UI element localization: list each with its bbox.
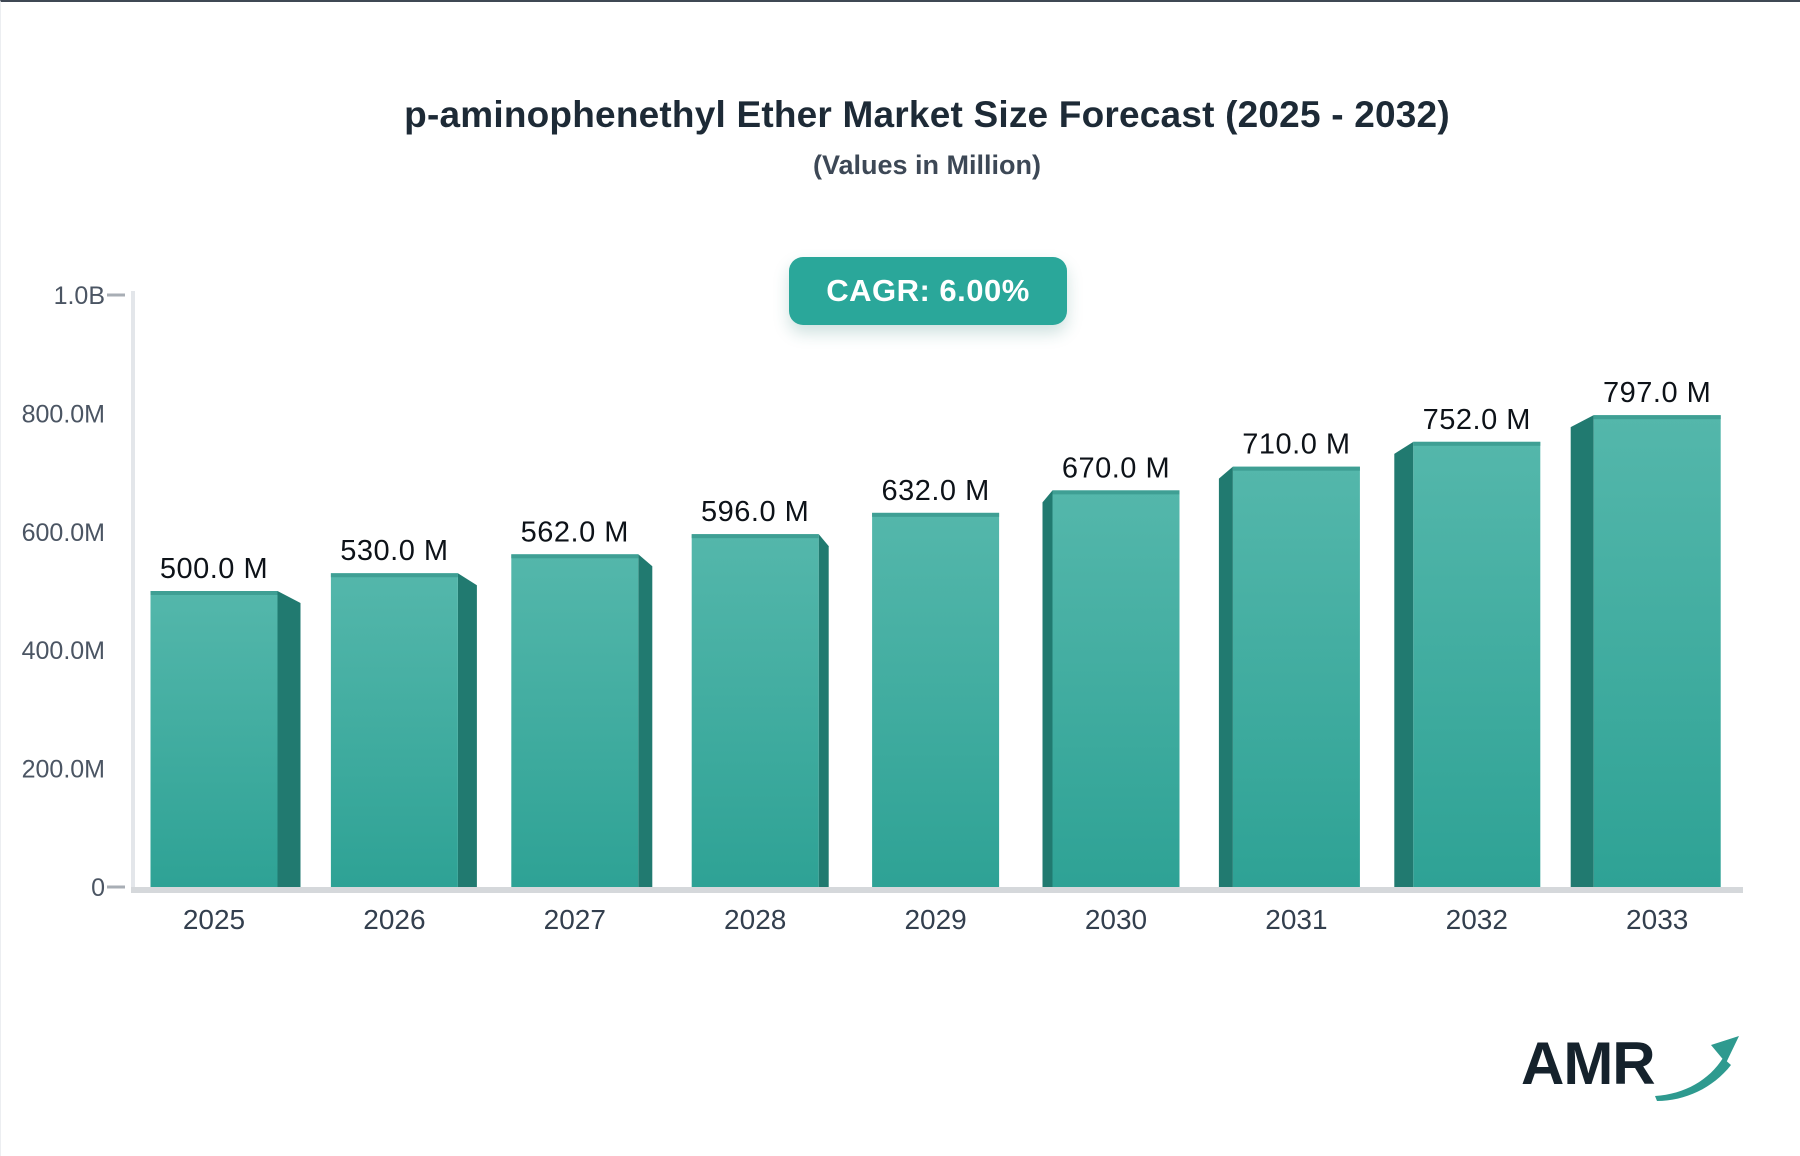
x-axis-label: 2032 [1446,904,1508,935]
bar-front-face [872,512,1000,887]
bar-value-label: 670.0 M [1062,452,1170,484]
bar-top-edge [511,554,639,559]
page-title: p-aminophenethyl Ether Market Size Forec… [404,94,1450,135]
bar-2027: 562.0 M [511,516,653,887]
bar-side-face [1570,415,1594,887]
bar-2033: 797.0 M [1570,377,1721,887]
bar-value-label: 632.0 M [881,475,989,507]
bar-top-edge [1413,441,1541,446]
x-axis-label: 2033 [1626,904,1688,935]
bar-top-edge [872,512,1000,517]
bar-value-label: 710.0 M [1242,429,1350,461]
amr-logo-text: AMR [1521,1030,1656,1097]
upward-trend-arrow-icon [1654,1036,1739,1101]
bar-value-label: 596.0 M [701,496,809,528]
bar-value-label: 562.0 M [521,516,629,548]
bar-2032: 752.0 M [1394,404,1541,887]
x-axis-label: 2026 [363,904,425,935]
y-axis-label: 200.0M [22,756,105,784]
x-axis-label: 2031 [1265,904,1327,935]
bar-value-label: 500.0 M [160,553,268,585]
bar-front-face [1413,441,1541,887]
bar-front-face [691,534,819,887]
bar-2026: 530.0 M [330,535,477,887]
y-axis-label: 400.0M [22,637,105,665]
amr-logo: AMR [1521,1034,1761,1130]
bar-front-face [150,591,278,887]
bar-2025: 500.0 M [150,553,301,887]
bar-side-face [818,534,829,887]
page-subtitle: (Values in Million) [812,150,1042,180]
bar-side-face [457,573,477,887]
bar-2030: 670.0 M [1042,452,1180,887]
bar-value-label: 530.0 M [340,535,448,567]
x-axis-label: 2028 [724,904,786,935]
x-axis-label: 2030 [1085,904,1147,935]
x-axis-label: 2027 [544,904,606,935]
bar-top-edge [1232,466,1360,471]
bar-value-label: 797.0 M [1603,377,1711,409]
y-axis-label: 0 [91,874,105,902]
bar-2031: 710.0 M [1218,429,1360,887]
y-axis-label: 1.0B [54,282,105,310]
bar-side-face [1218,466,1233,887]
bar-2028: 596.0 M [691,496,829,887]
bar-front-face [1593,415,1721,887]
cagr-badge: CAGR: 6.00% [789,257,1067,325]
y-axis-label: 800.0M [22,400,105,428]
bar-side-face [1394,441,1414,887]
bar-top-edge [1593,415,1721,420]
bar-front-face [511,554,639,887]
bar-top-edge [691,534,819,539]
bar-top-edge [1052,490,1180,495]
bar-side-face [1042,490,1053,887]
bar-front-face [1052,490,1180,887]
bar-side-face [638,554,653,887]
bar-top-edge [330,573,458,578]
bar-front-face [1232,466,1360,887]
bar-side-face [277,591,301,887]
bar-front-face [330,573,458,887]
bar-top-edge [150,591,278,595]
x-axis-label: 2025 [183,904,245,935]
x-axis-label: 2029 [904,904,966,935]
bar-2029: 632.0 M [872,475,1000,887]
bar-value-label: 752.0 M [1423,404,1531,436]
y-axis-label: 600.0M [22,519,105,547]
